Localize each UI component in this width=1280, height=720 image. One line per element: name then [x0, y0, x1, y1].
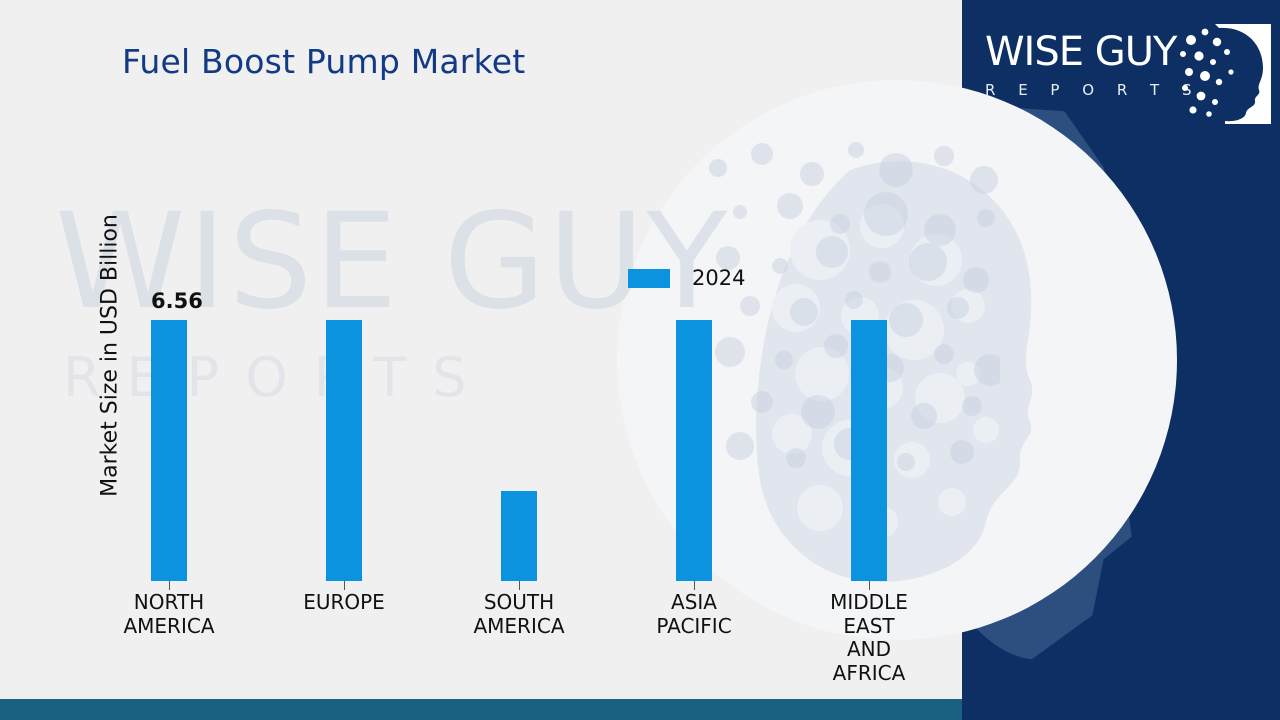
- bar-middle-east-and-africa[interactable]: [851, 320, 887, 581]
- category-label-south-america: SOUTH AMERICA: [429, 590, 609, 638]
- category-label-line: EAST: [843, 613, 895, 638]
- bar-south-america[interactable]: [501, 491, 537, 581]
- chart-legend: 2024: [628, 266, 745, 290]
- category-label-line: AMERICA: [123, 613, 215, 638]
- logo-sub-text: R E P O R T S: [985, 81, 1201, 99]
- category-label-line: SOUTH: [483, 590, 555, 614]
- decorative-dot-field: [709, 142, 1000, 471]
- category-label-asia-pacific: ASIA PACIFIC: [604, 590, 784, 638]
- y-axis-label: Market Size in USD Billion: [97, 214, 123, 497]
- category-label-line: AND: [846, 637, 892, 661]
- category-label-line: EUROPE: [303, 590, 385, 614]
- axis-tick: [869, 581, 870, 590]
- category-label-line: MIDDLE: [830, 590, 908, 614]
- bar-asia-pacific[interactable]: [676, 320, 712, 581]
- category-label-europe: EUROPE: [254, 590, 434, 615]
- category-label-middle-east-and-africa: MIDDLE EAST AND AFRICA: [779, 590, 959, 685]
- axis-tick: [169, 581, 170, 590]
- bottom-accent-bar: [0, 699, 962, 720]
- legend-swatch-2024: [628, 268, 670, 288]
- dotted-head-profile-icon: [1180, 24, 1271, 124]
- category-label-line: NORTH: [133, 590, 205, 614]
- legend-label-2024: 2024: [692, 266, 746, 290]
- category-label-north-america: NORTH AMERICA: [79, 590, 259, 638]
- bar-north-america[interactable]: [151, 320, 187, 581]
- logo-main-text: WISE GUY: [985, 29, 1177, 75]
- axis-tick: [519, 581, 520, 590]
- page-title: Fuel Boost Pump Market: [122, 42, 526, 81]
- axis-tick: [344, 581, 345, 590]
- category-label-line: AMERICA: [473, 613, 565, 638]
- chart-content-area: WISE GUY REPORTS Fuel Boost: [0, 42, 1000, 720]
- bar-europe[interactable]: [326, 320, 362, 581]
- category-label-line: PACIFIC: [656, 613, 732, 638]
- category-label-line: AFRICA: [832, 660, 906, 685]
- category-label-line: ASIA: [671, 590, 717, 614]
- brand-logo: WISE GUY R E P O R T S: [985, 24, 1271, 124]
- axis-tick: [694, 581, 695, 590]
- bar-value-north-america: 6.56: [151, 289, 203, 313]
- bar-chart-plot: 6.56 NORTH AMERICA EUROPE SOUTH AMERICA: [79, 289, 959, 685]
